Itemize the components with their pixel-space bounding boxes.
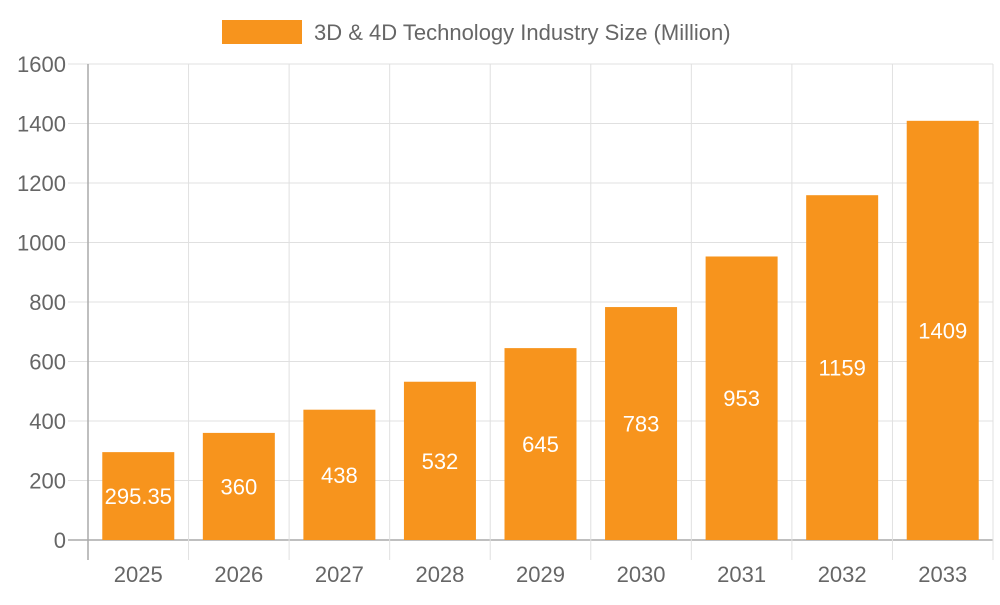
bar-2031 bbox=[705, 256, 778, 540]
x-tick-label: 2026 bbox=[214, 562, 263, 587]
bar-2027 bbox=[303, 409, 376, 540]
bar-2030 bbox=[605, 307, 678, 540]
y-tick-label: 0 bbox=[54, 528, 66, 553]
y-tick-label: 1200 bbox=[17, 171, 66, 196]
bar-2033 bbox=[906, 120, 979, 540]
y-tick-label: 600 bbox=[29, 350, 66, 375]
y-tick-label: 200 bbox=[29, 469, 66, 494]
y-tick-label: 1600 bbox=[17, 52, 66, 77]
data-label: 438 bbox=[321, 463, 358, 488]
bar-2032 bbox=[806, 195, 879, 540]
y-tick-label: 1000 bbox=[17, 231, 66, 256]
bar-2025 bbox=[102, 452, 175, 540]
data-label: 645 bbox=[522, 432, 559, 457]
x-tick-label: 2029 bbox=[516, 562, 565, 587]
x-tick-label: 2025 bbox=[114, 562, 163, 587]
y-tick-label: 1400 bbox=[17, 112, 66, 137]
bar-2029 bbox=[504, 348, 577, 540]
data-label: 295.35 bbox=[105, 484, 172, 509]
x-tick-label: 2032 bbox=[818, 562, 867, 587]
x-tick-label: 2027 bbox=[315, 562, 364, 587]
bar-2028 bbox=[403, 381, 476, 540]
data-label: 360 bbox=[220, 474, 257, 499]
data-label: 532 bbox=[422, 449, 459, 474]
x-tick-label: 2031 bbox=[717, 562, 766, 587]
data-label: 1409 bbox=[918, 318, 967, 343]
x-tick-label: 2030 bbox=[617, 562, 666, 587]
data-label: 783 bbox=[623, 412, 660, 437]
data-label: 953 bbox=[723, 386, 760, 411]
bar-2026 bbox=[202, 432, 275, 540]
y-tick-label: 400 bbox=[29, 409, 66, 434]
x-tick-label: 2033 bbox=[918, 562, 967, 587]
legend[interactable]: 3D & 4D Technology Industry Size (Millio… bbox=[222, 20, 731, 45]
x-tick-label: 2028 bbox=[415, 562, 464, 587]
data-label: 1159 bbox=[819, 356, 866, 381]
legend-swatch bbox=[222, 20, 302, 44]
legend-label: 3D & 4D Technology Industry Size (Millio… bbox=[314, 20, 731, 45]
y-tick-label: 800 bbox=[29, 290, 66, 315]
